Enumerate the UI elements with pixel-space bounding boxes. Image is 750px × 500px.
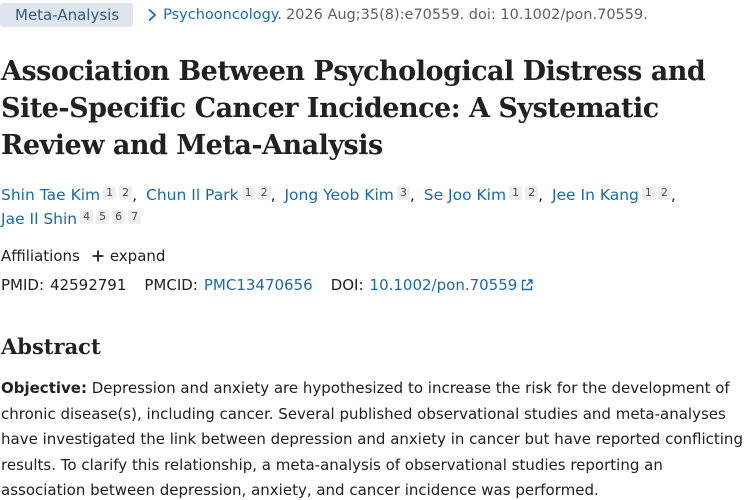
- citation-text: 2026 Aug;35(8):e70559. doi: 10.1002/pon.…: [285, 7, 648, 23]
- abstract-heading: Abstract: [1, 334, 101, 359]
- author: Chun Il Park 1 2: [146, 186, 271, 204]
- external-link-icon[interactable]: [521, 279, 534, 291]
- author-link[interactable]: Jee In Kang: [551, 186, 639, 204]
- expand-label: expand: [109, 247, 166, 265]
- affiliation-ref[interactable]: 1: [103, 186, 117, 200]
- chevron-right-icon: [147, 8, 157, 22]
- affiliation-ref[interactable]: 1: [509, 186, 523, 200]
- objective-label: Objective:: [1, 379, 87, 397]
- author-link[interactable]: Jong Yeob Kim: [284, 186, 394, 204]
- pmid-value: 42592791: [50, 276, 127, 294]
- author: Se Joo Kim 1 2: [423, 186, 539, 204]
- affiliation-ref[interactable]: 5: [96, 210, 110, 224]
- affiliations-row: Affiliations expand: [1, 247, 165, 265]
- journal-citation: Psychooncology. 2026 Aug;35(8):e70559. d…: [147, 7, 648, 23]
- pmcid-link[interactable]: PMC13470656: [203, 276, 313, 294]
- pmid-label: PMID:: [1, 276, 45, 294]
- plus-icon: [92, 250, 104, 262]
- publication-type-badge: Meta-Analysis: [0, 3, 134, 27]
- expand-affiliations-button[interactable]: expand: [92, 247, 166, 265]
- pmcid-label: PMCID:: [144, 276, 198, 294]
- affiliations-label: Affiliations: [1, 247, 80, 265]
- affiliation-ref[interactable]: 4: [80, 210, 94, 224]
- affiliation-ref[interactable]: 2: [525, 186, 539, 200]
- doi-link[interactable]: 10.1002/pon.70559: [369, 276, 518, 294]
- author: Shin Tae Kim 1 2: [1, 186, 133, 204]
- author-link[interactable]: Jae Il Shin: [1, 210, 78, 228]
- author: Jee In Kang 1 2: [552, 186, 671, 204]
- identifiers-row: PMID: 42592791 PMCID: PMC13470656 DOI: 1…: [1, 276, 534, 294]
- affiliation-ref[interactable]: 2: [119, 186, 133, 200]
- journal-link[interactable]: Psychooncology.: [163, 7, 282, 23]
- author-link[interactable]: Shin Tae Kim: [1, 186, 101, 204]
- affiliation-ref[interactable]: 1: [641, 186, 655, 200]
- article-title: Association Between Psychological Distre…: [1, 56, 706, 161]
- doi-label: DOI:: [330, 276, 364, 294]
- author-link[interactable]: Se Joo Kim: [423, 186, 507, 204]
- article-header-line: Meta-Analysis Psychooncology. 2026 Aug;3…: [0, 3, 648, 27]
- affiliation-ref[interactable]: 2: [657, 186, 671, 200]
- affiliation-ref[interactable]: 1: [241, 186, 255, 200]
- affiliation-ref[interactable]: 7: [128, 210, 142, 224]
- author-link[interactable]: Chun Il Park: [146, 186, 239, 204]
- author: Jong Yeob Kim 3: [284, 186, 410, 204]
- abstract-objective: Objective: Depression and anxiety are hy…: [1, 376, 746, 500]
- objective-text: Depression and anxiety are hypothesized …: [1, 379, 743, 499]
- author-list: Shin Tae Kim 1 2, Chun Il Park 1 2, Jong Yeo…: [1, 186, 676, 228]
- affiliation-ref[interactable]: 2: [257, 186, 271, 200]
- author: Jae Il Shin 4 5 6 7: [1, 210, 142, 228]
- affiliation-ref[interactable]: 6: [112, 210, 126, 224]
- affiliation-ref[interactable]: 3: [396, 186, 410, 200]
